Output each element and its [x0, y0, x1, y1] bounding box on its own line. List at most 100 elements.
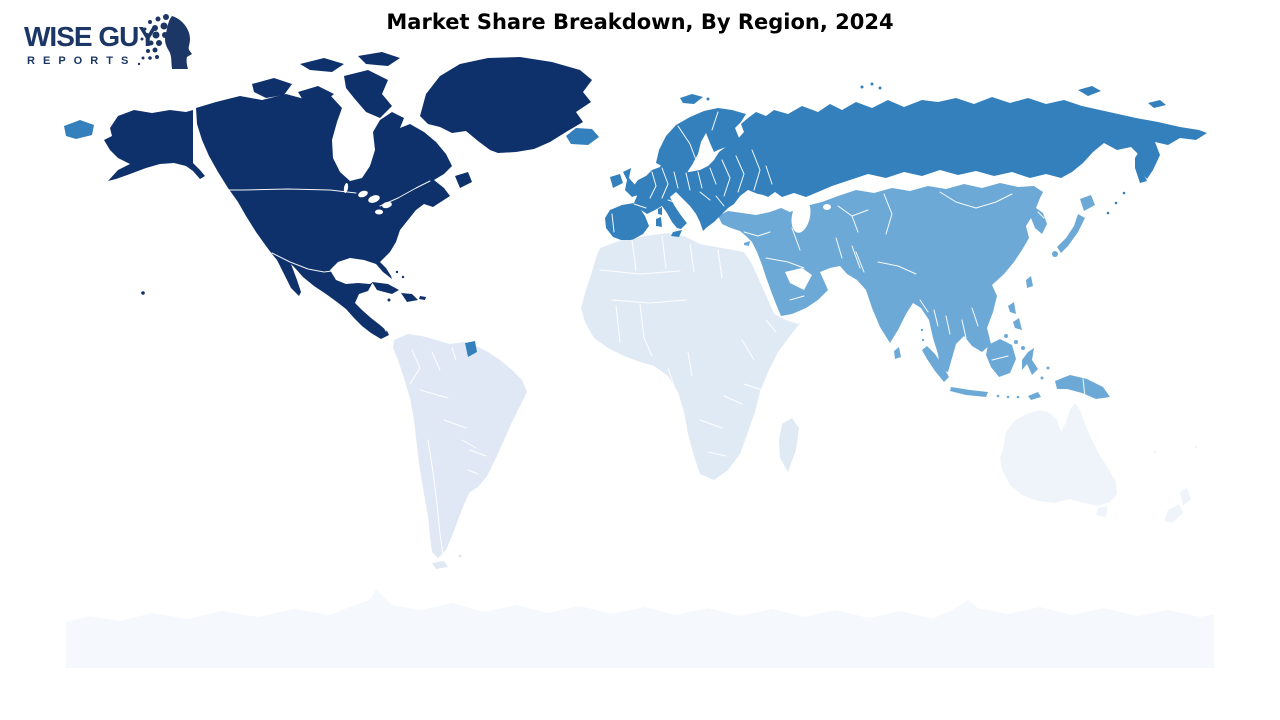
island-shape-sumatra	[922, 346, 949, 382]
border-lines-europe	[611, 111, 773, 233]
country-shape-australia	[1000, 403, 1117, 506]
island-dot	[458, 554, 462, 558]
country-shape-new-zealand-north	[1180, 488, 1191, 506]
lake-shape-winnipeg	[343, 183, 349, 193]
island-shape-arctic-canada	[300, 58, 344, 72]
island-shape-svalbard	[680, 94, 703, 104]
island-dot	[921, 338, 925, 342]
island-dot	[1021, 346, 1025, 350]
logo-line1: WISE GUY	[24, 21, 157, 52]
island-dot	[1114, 201, 1118, 205]
continent-shape-africa	[581, 233, 801, 480]
island-shape-baffin	[344, 70, 392, 118]
border-line-us-mexico	[271, 252, 333, 273]
island-dot	[996, 394, 1000, 398]
island-shape-new-siberian	[1078, 86, 1101, 96]
border-line-us-canada	[200, 180, 431, 207]
region-asia	[718, 183, 1110, 400]
country-shape-taiwan	[1026, 276, 1033, 288]
sea-shape-caspian	[791, 199, 811, 233]
island-shape-arctic-canada	[252, 78, 292, 98]
island-dot	[1194, 445, 1198, 449]
island-dot	[1004, 334, 1008, 338]
island-shape-jamaica	[387, 298, 391, 302]
country-shape-greenland	[420, 57, 592, 153]
border-lines-south-america	[409, 347, 487, 555]
chart-title: Market Share Breakdown, By Region, 2024	[386, 10, 894, 34]
state-shape-alaska	[104, 110, 205, 181]
country-shape-cyprus	[744, 241, 750, 246]
island-dot	[1016, 395, 1020, 399]
country-shape-cuba	[372, 282, 399, 294]
region-north-america	[104, 52, 592, 339]
country-shape-ireland	[610, 174, 623, 188]
country-shape-japan-honshu	[1057, 214, 1085, 253]
island-dot	[1040, 376, 1044, 380]
region-shape-chukotka-fragment	[64, 120, 94, 139]
island-shape-timor	[1028, 392, 1041, 400]
island-shape-sicily	[671, 230, 682, 237]
island-shape-newfoundland	[455, 172, 472, 188]
island-shape-hawaii	[141, 291, 145, 295]
island-dot	[870, 82, 874, 86]
continent-shape-north-america-mainland	[196, 94, 452, 339]
island-shape-arctic-canada	[298, 86, 334, 104]
country-shape-philippines	[1013, 318, 1022, 330]
country-borders	[200, 111, 1086, 555]
country-shape-japan-kyushu	[1052, 251, 1058, 257]
island-shape-wrangel	[1148, 100, 1166, 108]
region-oceania	[1000, 403, 1198, 523]
region-south-america	[393, 334, 527, 569]
region-shape-scandinavia	[656, 108, 746, 179]
country-shape-japan-hokkaido	[1080, 195, 1095, 211]
island-shape-sardinia	[656, 217, 662, 227]
logo-graphic: WISE GUY R E P O R T S	[24, 14, 192, 69]
lake-shape-great-lakes	[382, 201, 392, 209]
continent-shape-europe-russia	[605, 97, 1207, 240]
island-dot	[1122, 191, 1126, 195]
island-shape-hispaniola	[401, 293, 418, 302]
lake-shape-great-lakes	[358, 190, 368, 198]
country-shape-great-britain	[623, 168, 641, 197]
island-shape-sakhalin	[1135, 153, 1147, 183]
country-shape-sri-lanka	[894, 347, 901, 359]
sea-shape-aral	[823, 204, 831, 210]
dotted-head-icon	[137, 14, 192, 69]
country-shape-tasmania	[1096, 506, 1108, 517]
border-lines-central-america	[362, 294, 387, 332]
country-shape-philippines	[1008, 302, 1016, 314]
lake-shape-great-lakes	[368, 195, 380, 203]
region-europe	[64, 82, 1207, 357]
region-africa	[581, 233, 801, 480]
island-shape-arctic-canada	[358, 52, 400, 66]
island-dot	[878, 86, 882, 90]
island-dot	[706, 97, 710, 101]
island-dot	[401, 275, 405, 279]
country-shape-hainan	[981, 296, 989, 304]
island-dot	[1046, 366, 1050, 370]
island-shape-corsica	[658, 207, 662, 215]
island-shape-tierra-del-fuego	[432, 561, 448, 569]
island-dot	[395, 270, 399, 274]
island-dot	[1014, 340, 1018, 344]
sea-shape-black-sea	[739, 194, 772, 210]
lake-shape-great-lakes	[375, 209, 383, 215]
island-dot	[920, 328, 924, 332]
island-shape-new-guinea	[1055, 375, 1110, 399]
country-shape-madagascar	[779, 418, 799, 472]
island-shape-java	[950, 387, 988, 397]
wise-guy-reports-logo: WISE GUY R E P O R T S	[12, 6, 202, 72]
territory-shape-french-guiana	[465, 341, 477, 357]
country-shape-iceland	[566, 128, 599, 145]
island-shape-sulawesi	[1022, 348, 1038, 375]
island-dot	[1153, 450, 1157, 454]
island-dot	[1106, 211, 1110, 215]
logo-line2: R E P O R T S	[27, 55, 131, 67]
island-shape-puerto-rico	[419, 296, 426, 300]
inland-seas	[343, 183, 831, 290]
continent-shape-south-america	[393, 334, 527, 558]
island-dot	[1006, 395, 1010, 399]
